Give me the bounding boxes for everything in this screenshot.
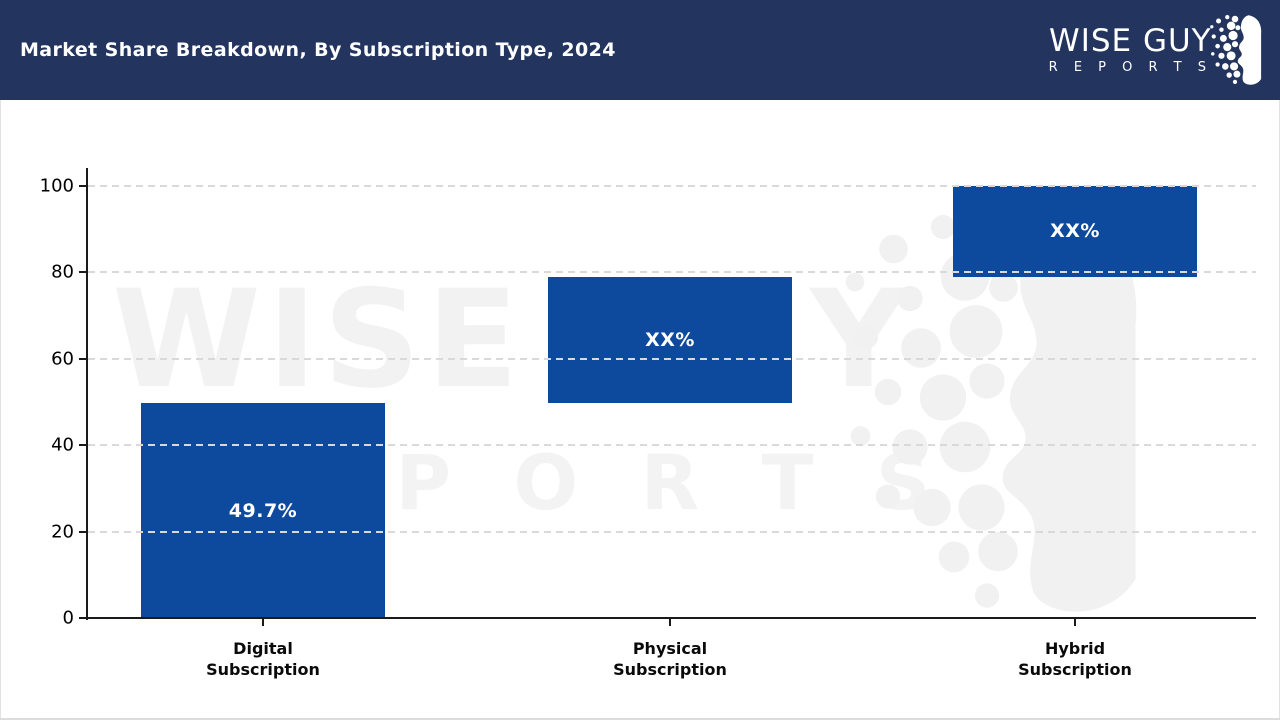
wiseguy-logo: WISE GUY R E P O R T S: [1049, 8, 1264, 92]
x-tick-mark: [669, 619, 671, 626]
x-tick-mark: [1074, 619, 1076, 626]
y-tick-mark: [79, 617, 87, 619]
head-profile-icon: [1206, 13, 1264, 87]
x-tick-mark: [262, 619, 264, 626]
y-tick-label: 20: [51, 521, 74, 543]
report-header: Market Share Breakdown, By Subscription …: [0, 0, 1280, 100]
y-tick-mark: [79, 185, 87, 187]
gridline: [88, 444, 1256, 447]
y-tick-mark: [79, 444, 87, 447]
y-tick-mark: [79, 530, 87, 533]
gridline: [88, 271, 1256, 274]
y-tick-mark: [79, 357, 87, 360]
y-axis-line: [86, 168, 88, 620]
gridline: [88, 357, 1256, 360]
y-tick-label: 40: [51, 434, 74, 456]
x-category-label: Hybrid Subscription: [1018, 639, 1132, 680]
bar-value-label: XX%: [645, 329, 695, 351]
gridline: [88, 185, 1256, 187]
y-tick-label: 100: [39, 175, 74, 197]
x-category-label: Physical Subscription: [613, 639, 727, 680]
gridline: [88, 530, 1256, 533]
page-title: Market Share Breakdown, By Subscription …: [20, 39, 616, 61]
bar-segment: 49.7%: [141, 403, 385, 618]
x-axis-line: [86, 617, 1256, 619]
logo-subtext: R E P O R T S: [1048, 59, 1212, 75]
bar-segment: XX%: [548, 276, 792, 404]
logo-text: WISE GUY R E P O R T S: [1049, 25, 1212, 75]
y-tick-mark: [79, 271, 87, 274]
bar-value-label: XX%: [1050, 220, 1100, 243]
bar-segment: XX%: [953, 186, 1197, 277]
y-tick-label: 80: [51, 261, 74, 283]
logo-wordmark: WISE GUY: [1049, 23, 1212, 60]
y-tick-label: 0: [62, 607, 74, 629]
y-tick-label: 60: [51, 348, 74, 370]
bar-value-label: 49.7%: [228, 499, 298, 522]
x-category-label: Digital Subscription: [206, 639, 320, 680]
